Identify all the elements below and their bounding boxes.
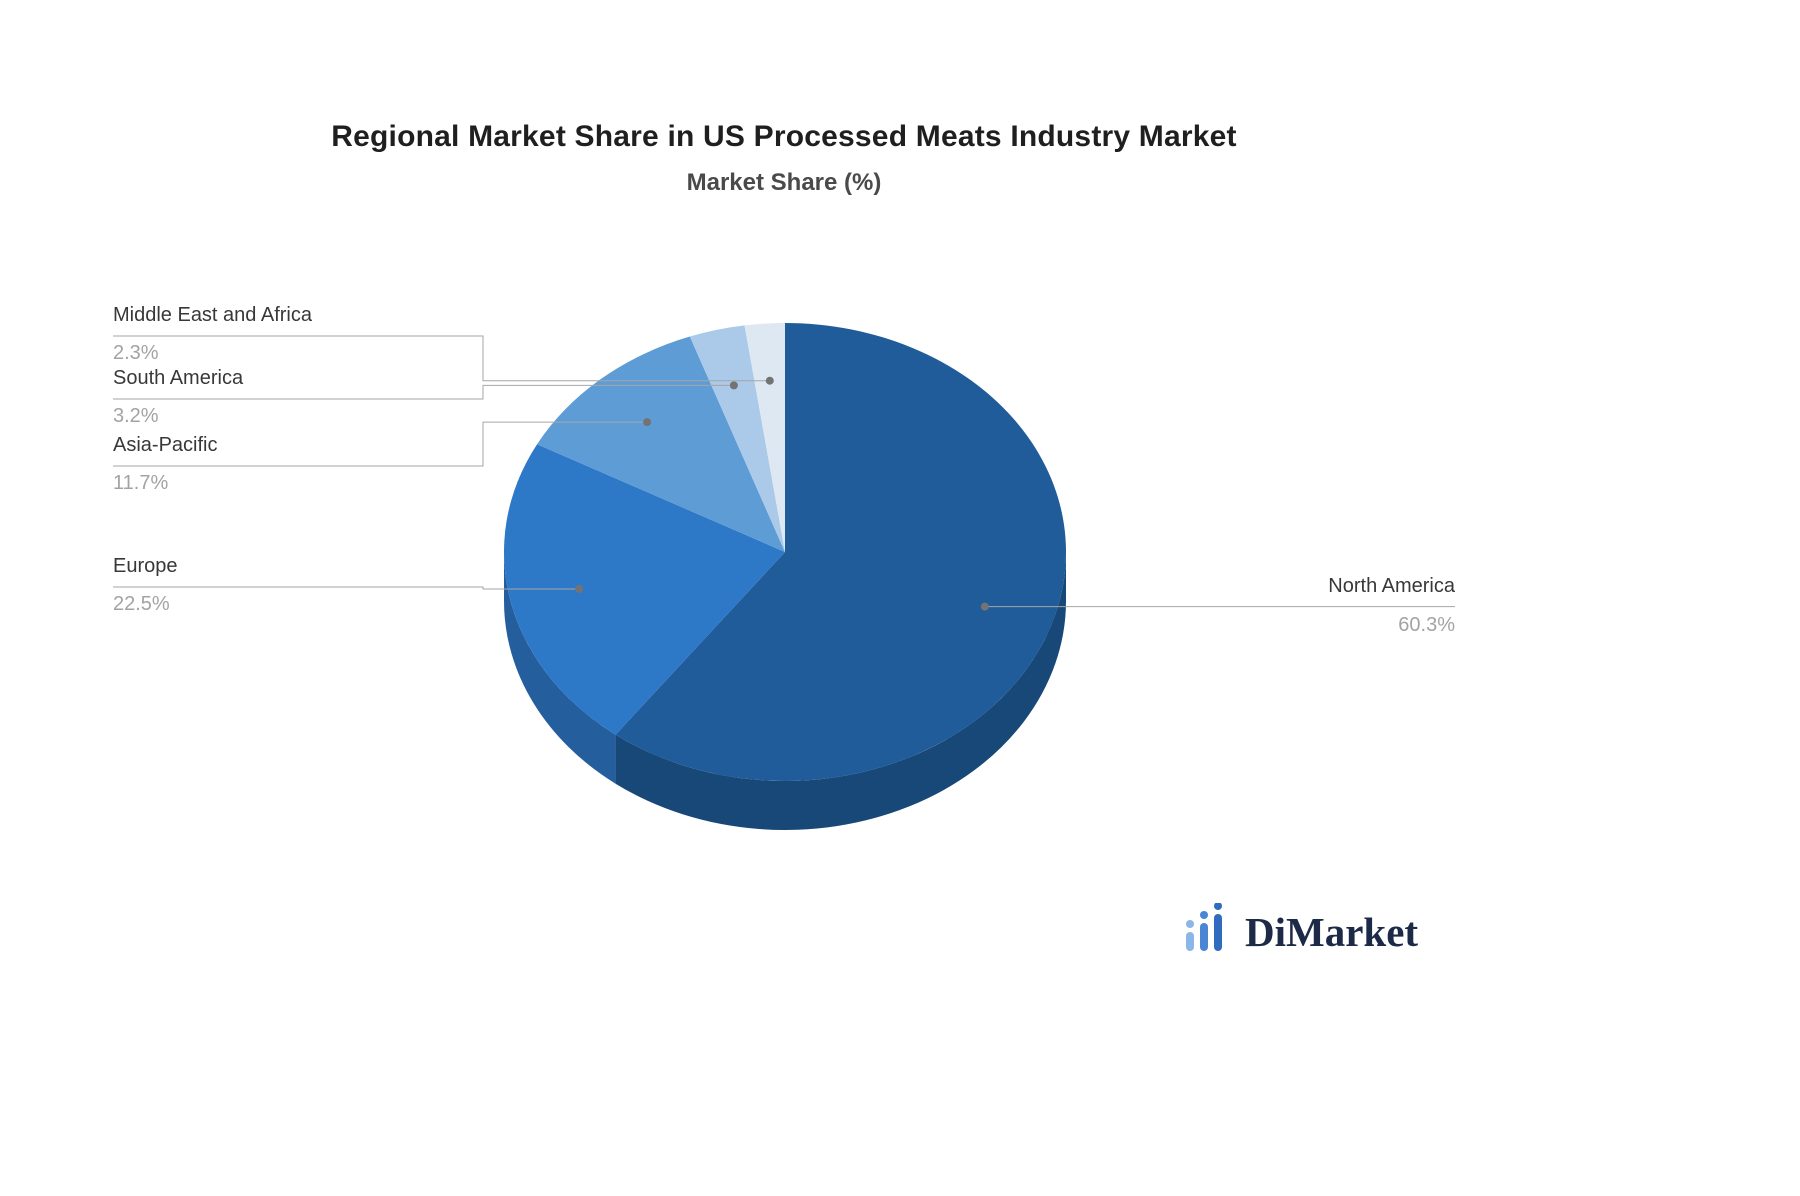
pie-slice-side-europe	[504, 552, 616, 784]
dimarket-logo-text: DiMarket	[1245, 909, 1419, 955]
callout-value-south-america: 3.2%	[113, 405, 159, 427]
leader-dot-europe	[575, 584, 584, 593]
leader-dot-south-america	[729, 381, 738, 390]
dimarket-logo-icon	[1186, 903, 1222, 951]
pie-slice-south-america[interactable]	[689, 325, 785, 552]
leader-line-south-america	[113, 384, 734, 400]
leader-dot-asia-pacific	[643, 418, 652, 427]
leader-line-middle-east-and-africa	[113, 335, 770, 382]
chart-subtitle: Market Share (%)	[686, 169, 882, 196]
leader-dot-north-america	[980, 602, 989, 611]
chart-title: Regional Market Share in US Processed Me…	[331, 120, 1237, 153]
callout-value-asia-pacific: 11.7%	[113, 472, 169, 494]
callout-name-north-america: North America	[1328, 574, 1455, 597]
pie-slice-side-north-america	[615, 552, 1066, 831]
leader-line-europe	[113, 586, 580, 590]
pie-slice-europe[interactable]	[504, 444, 785, 735]
callout-value-north-america: 60.3%	[1398, 613, 1455, 636]
callout-name-middle-east-and-africa: Middle East and Africa	[113, 304, 312, 326]
pie-slice-north-america[interactable]	[615, 323, 1066, 781]
leader-dot-middle-east-and-africa	[765, 376, 774, 385]
callout-name-asia-pacific: Asia-Pacific	[113, 434, 218, 456]
callout-value-europe: 22.5%	[113, 593, 170, 615]
callout-name-south-america: South America	[113, 367, 244, 389]
callout-value-middle-east-and-africa: 2.3%	[113, 342, 159, 364]
callout-name-europe: Europe	[113, 555, 178, 577]
dimarket-logo: DiMarket	[1183, 903, 1418, 953]
pie-slice-asia-pacific[interactable]	[537, 336, 785, 552]
leader-line-asia-pacific	[113, 421, 648, 467]
